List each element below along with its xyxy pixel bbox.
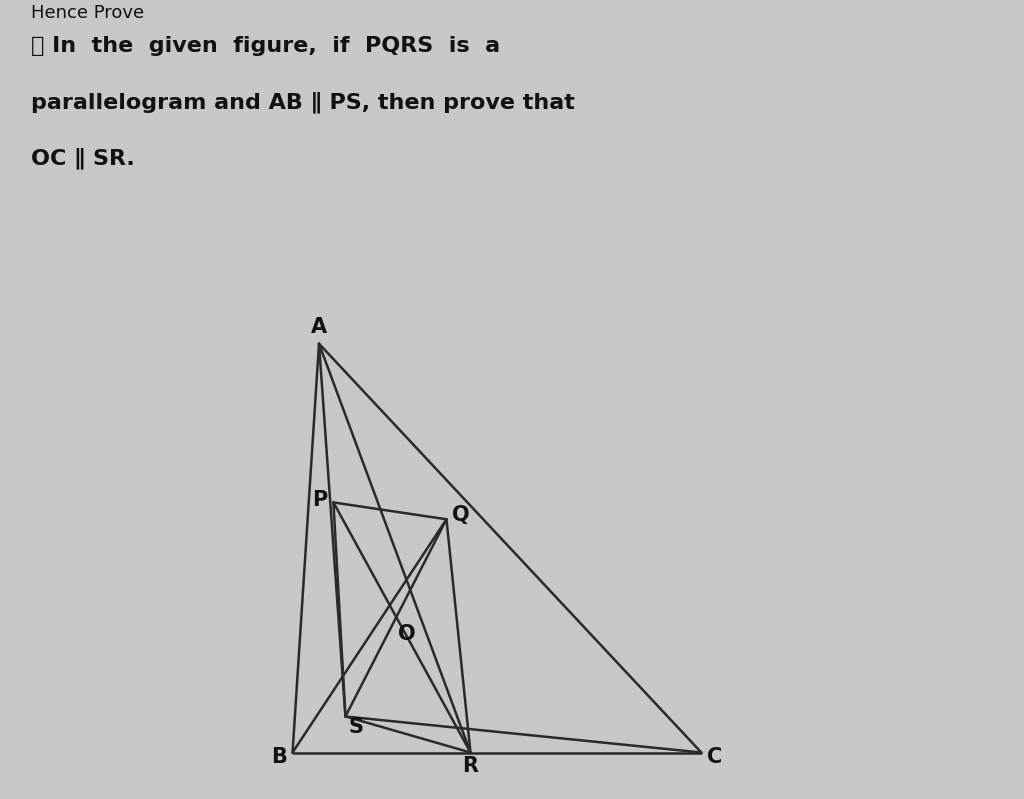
Text: A: A: [311, 317, 327, 337]
Text: R: R: [463, 756, 478, 776]
Text: OC ∥ SR.: OC ∥ SR.: [31, 148, 134, 169]
Text: Hence Prove: Hence Prove: [31, 4, 143, 22]
Text: S: S: [348, 717, 364, 737]
Text: O: O: [398, 624, 416, 644]
Text: P: P: [312, 490, 328, 510]
Text: ⓡ In  the  given  figure,  if  PQRS  is  a: ⓡ In the given figure, if PQRS is a: [31, 36, 500, 56]
Text: Q: Q: [452, 506, 470, 526]
Text: B: B: [271, 747, 287, 767]
Text: parallelogram and AB ∥ PS, then prove that: parallelogram and AB ∥ PS, then prove th…: [31, 92, 574, 113]
Text: C: C: [708, 747, 723, 767]
